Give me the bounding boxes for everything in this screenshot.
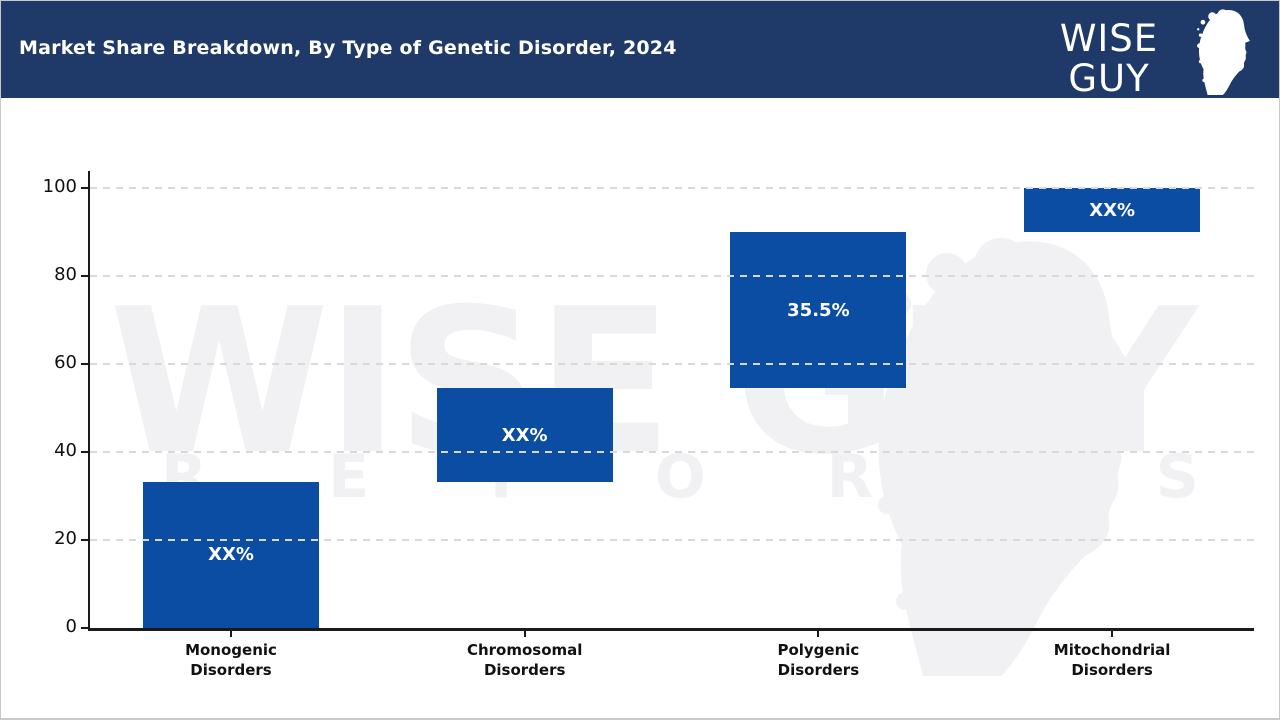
x-tick-0 bbox=[230, 631, 232, 637]
bar-segment-3[interactable]: XX% bbox=[1024, 188, 1201, 232]
category-line2: Disorders bbox=[1071, 661, 1153, 679]
wiseguy-head-icon bbox=[1197, 9, 1250, 95]
y-tick-label-60: 60 bbox=[54, 352, 77, 373]
bar-value-label: XX% bbox=[1089, 199, 1135, 221]
bar-segment-0[interactable]: XX% bbox=[143, 481, 319, 628]
y-tick-0 bbox=[81, 627, 88, 629]
gridline-40 bbox=[90, 451, 1257, 453]
x-tick-1 bbox=[523, 631, 526, 637]
y-tick-label-40: 40 bbox=[54, 440, 77, 461]
y-tick-label-0: 0 bbox=[65, 616, 77, 637]
category-line2: Disorders bbox=[483, 661, 566, 679]
header-banner: Market Share Breakdown, By Type of Genet… bbox=[1, 1, 1279, 118]
category-line1: Chromosomal bbox=[466, 641, 583, 659]
x-category-label-3: Mitochondrial Disorders bbox=[1002, 640, 1222, 680]
gridline-20 bbox=[90, 539, 1257, 541]
x-category-label-0: Monogenic Disorders bbox=[121, 640, 341, 680]
x-category-label-1: Chromosomal Disorders bbox=[415, 640, 635, 680]
category-line1: Polygenic bbox=[777, 641, 860, 659]
category-line2: Disorders bbox=[777, 661, 860, 679]
y-tick-60 bbox=[81, 363, 88, 365]
bar-value-label: XX% bbox=[501, 424, 548, 446]
y-axis-line bbox=[88, 171, 90, 630]
category-line1: Monogenic bbox=[185, 641, 277, 659]
y-tick-label-20: 20 bbox=[54, 528, 77, 549]
bar-value-label: XX% bbox=[208, 544, 254, 566]
gridline-100 bbox=[90, 187, 1257, 189]
x-category-label-2: Polygenic Disorders bbox=[708, 640, 928, 680]
gridline-80 bbox=[90, 275, 1257, 277]
chart-area: WISE GUY R E P O R T S 0 20 40 60 80 100 XX% Mo… bbox=[1, 98, 1279, 718]
logo-wordmark: WISE GUY bbox=[1059, 17, 1159, 100]
y-tick-label-80: 80 bbox=[54, 264, 77, 285]
y-tick-80 bbox=[81, 275, 88, 277]
category-line1: Mitochondrial bbox=[1053, 641, 1171, 659]
y-tick-100 bbox=[81, 187, 88, 189]
page-title: Market Share Breakdown, By Type of Genet… bbox=[19, 37, 677, 59]
y-tick-40 bbox=[81, 451, 88, 453]
bar-value-label: 35.5% bbox=[787, 299, 850, 321]
bar-segment-1[interactable]: XX% bbox=[436, 388, 613, 482]
x-tick-2 bbox=[817, 631, 820, 637]
y-tick-20 bbox=[81, 539, 88, 541]
gridline-60 bbox=[90, 363, 1257, 365]
y-tick-label-100: 100 bbox=[42, 176, 77, 197]
bar-segment-2[interactable]: 35.5% bbox=[730, 232, 907, 389]
category-line2: Disorders bbox=[190, 661, 272, 679]
x-tick-3 bbox=[1111, 631, 1114, 637]
x-axis-line bbox=[88, 628, 1254, 631]
